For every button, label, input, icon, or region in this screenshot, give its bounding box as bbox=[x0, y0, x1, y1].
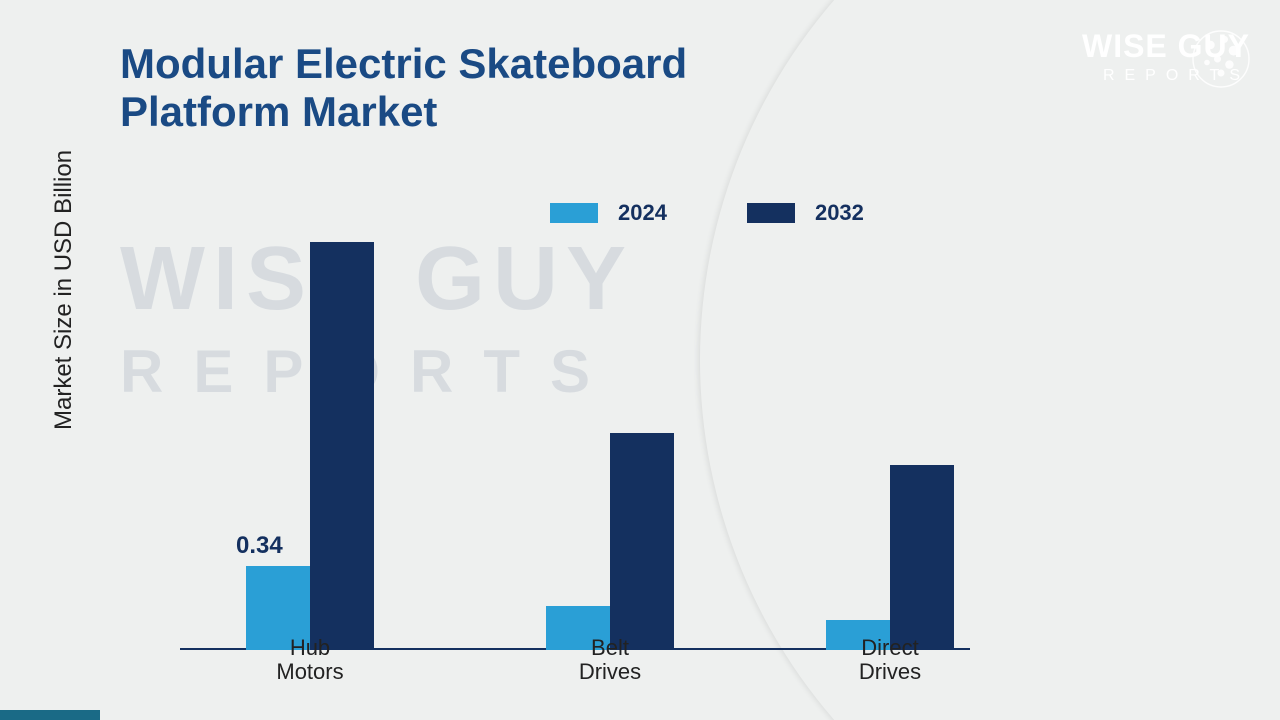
chart-title: Modular Electric Skateboard Platform Mar… bbox=[120, 40, 760, 137]
legend-label-2024: 2024 bbox=[618, 200, 667, 226]
bar-group: Belt Drives bbox=[500, 433, 720, 650]
category-label: Hub Motors bbox=[255, 636, 365, 684]
bar-group: 0.34Hub Motors bbox=[200, 242, 420, 650]
legend-item-2024: 2024 bbox=[550, 200, 667, 226]
legend: 2024 2032 bbox=[550, 200, 864, 226]
legend-swatch-2032 bbox=[747, 203, 795, 223]
bar-2032 bbox=[310, 242, 374, 650]
plot-area: 0.34Hub MotorsBelt DrivesDirect Drives bbox=[120, 230, 970, 650]
bar-2032 bbox=[890, 465, 954, 650]
brand-logo: WISE GUY REPORTS bbox=[1082, 28, 1250, 85]
footer-accent bbox=[0, 710, 100, 720]
y-axis-label: Market Size in USD Billion bbox=[50, 150, 78, 430]
bar-2032 bbox=[610, 433, 674, 650]
chart-canvas: WISE GUY REPORTS Modular Electric Skateb… bbox=[0, 0, 1280, 720]
category-label: Belt Drives bbox=[579, 636, 641, 684]
bar-group: Direct Drives bbox=[780, 465, 1000, 650]
brand-head-icon bbox=[1186, 24, 1256, 94]
legend-swatch-2024 bbox=[550, 203, 598, 223]
category-label: Direct Drives bbox=[859, 636, 921, 684]
legend-item-2032: 2032 bbox=[747, 200, 864, 226]
bar-value-label: 0.34 bbox=[236, 532, 283, 560]
legend-label-2032: 2032 bbox=[815, 200, 864, 226]
